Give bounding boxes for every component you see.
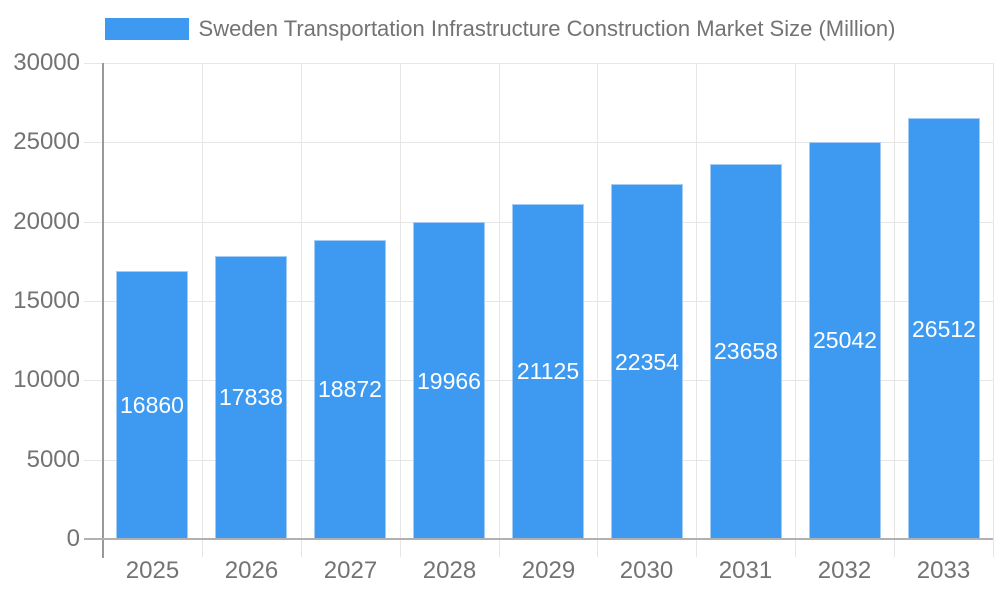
gridline-vertical <box>597 63 598 557</box>
gridline-vertical <box>795 63 796 557</box>
bar-2026[interactable] <box>215 256 287 539</box>
bar-2028[interactable] <box>413 222 485 539</box>
legend[interactable]: Sweden Transportation Infrastructure Con… <box>0 14 1000 44</box>
bar-2030[interactable] <box>611 184 683 539</box>
gridline-horizontal <box>84 142 993 143</box>
x-axis-tick-label: 2029 <box>521 557 576 584</box>
bar-2031[interactable] <box>710 164 782 539</box>
y-axis-tick-label: 30000 <box>13 49 80 76</box>
gridline-vertical <box>993 63 994 557</box>
y-axis-tick-label: 15000 <box>13 287 80 314</box>
x-axis-tick-label: 2030 <box>619 557 674 584</box>
x-axis-tick-label: 2025 <box>125 557 180 584</box>
gridline-vertical <box>894 63 895 557</box>
bar-2033[interactable] <box>908 118 980 539</box>
x-axis-tick-label: 2031 <box>718 557 773 584</box>
bar-2032[interactable] <box>809 142 881 539</box>
bar-2025[interactable] <box>116 271 188 539</box>
y-axis-tick-label: 25000 <box>13 128 80 155</box>
x-axis-tick-label: 2033 <box>916 557 971 584</box>
legend-label[interactable]: Sweden Transportation Infrastructure Con… <box>198 16 896 41</box>
gridline-vertical <box>696 63 697 557</box>
bar-2029[interactable] <box>512 204 584 539</box>
gridline-horizontal <box>84 63 993 64</box>
legend-swatch-icon[interactable] <box>104 18 189 40</box>
y-axis-tick-label: 0 <box>66 525 80 552</box>
x-axis-tick-label: 2027 <box>323 557 378 584</box>
gridline-vertical <box>499 63 500 557</box>
y-axis-tick-label: 20000 <box>13 208 80 235</box>
y-axis-line <box>102 63 104 558</box>
x-axis-line <box>84 538 993 540</box>
gridline-vertical <box>400 63 401 557</box>
gridline-vertical <box>301 63 302 557</box>
bar-2027[interactable] <box>314 240 386 539</box>
x-axis-tick-label: 2032 <box>817 557 872 584</box>
y-axis-tick-label: 5000 <box>26 446 80 473</box>
x-axis-tick-label: 2026 <box>224 557 279 584</box>
y-axis-tick-label: 10000 <box>13 366 80 393</box>
gridline-vertical <box>202 63 203 557</box>
x-axis-tick-label: 2028 <box>422 557 477 584</box>
